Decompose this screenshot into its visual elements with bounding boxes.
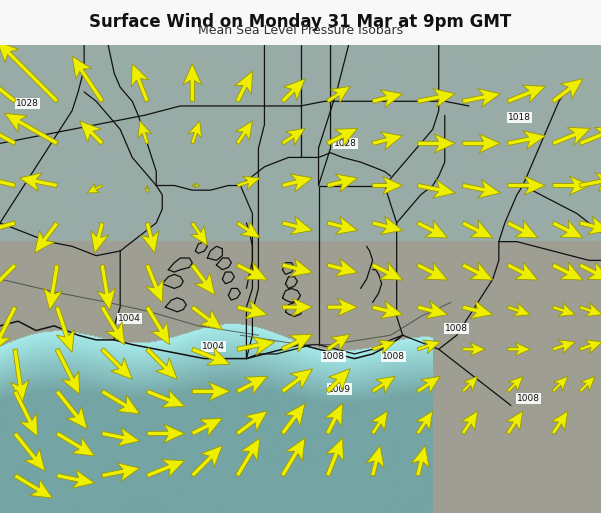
Text: 1008: 1008 (382, 352, 405, 361)
Text: 1028: 1028 (334, 139, 357, 148)
Text: 1004: 1004 (118, 314, 141, 323)
Text: Surface Wind on Monday 31 Mar at 9pm GMT: Surface Wind on Monday 31 Mar at 9pm GMT (90, 13, 511, 31)
Text: 1008: 1008 (322, 352, 345, 361)
Text: Mean Sea Level Pressure Isobars: Mean Sea Level Pressure Isobars (198, 24, 403, 37)
Text: 1008: 1008 (517, 394, 540, 403)
Text: 1009: 1009 (328, 385, 351, 393)
Text: 1008: 1008 (445, 324, 468, 333)
Text: 1018: 1018 (508, 113, 531, 122)
Text: 1028: 1028 (16, 99, 38, 108)
Text: 1004: 1004 (202, 342, 225, 351)
